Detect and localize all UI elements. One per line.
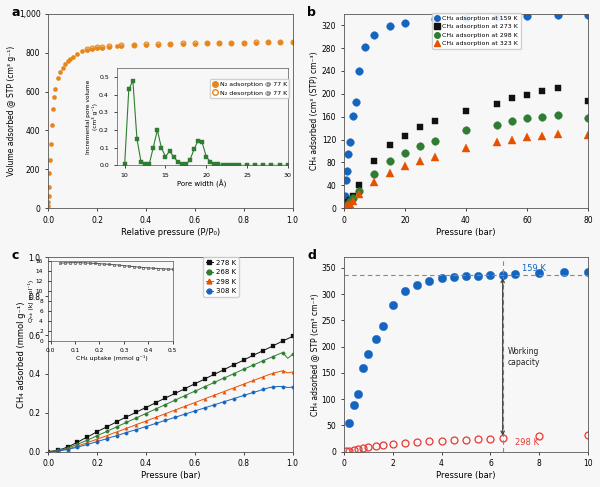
Text: 159 K: 159 K bbox=[522, 264, 546, 273]
Y-axis label: CH₄ adsorbed (mmol g⁻¹): CH₄ adsorbed (mmol g⁻¹) bbox=[17, 301, 26, 408]
Legend: N₂ adsorption @ 77 K, N₂ desorption @ 77 K: N₂ adsorption @ 77 K, N₂ desorption @ 77… bbox=[210, 79, 289, 98]
Text: a: a bbox=[11, 6, 20, 19]
Text: d: d bbox=[307, 249, 316, 262]
X-axis label: Pressure (bar): Pressure (bar) bbox=[436, 471, 496, 480]
X-axis label: Pressure (bar): Pressure (bar) bbox=[140, 471, 200, 480]
Text: 298 K: 298 K bbox=[515, 438, 539, 447]
Text: c: c bbox=[11, 249, 19, 262]
X-axis label: Relative pressure (P/P₀): Relative pressure (P/P₀) bbox=[121, 227, 220, 237]
Legend: 278 K, 268 K, 298 K, 308 K: 278 K, 268 K, 298 K, 308 K bbox=[203, 257, 239, 297]
Y-axis label: Volume adsorbed @ STP (cm³ g⁻¹): Volume adsorbed @ STP (cm³ g⁻¹) bbox=[7, 46, 16, 176]
Text: b: b bbox=[307, 6, 316, 19]
Text: Working
capacity: Working capacity bbox=[508, 347, 540, 367]
Y-axis label: CH₄ adsorbed @ STP (cm³ cm⁻³): CH₄ adsorbed @ STP (cm³ cm⁻³) bbox=[310, 293, 319, 416]
Y-axis label: CH₄ adsorbed (cm³ (STP) cm⁻³): CH₄ adsorbed (cm³ (STP) cm⁻³) bbox=[310, 52, 319, 170]
X-axis label: Pressure (bar): Pressure (bar) bbox=[436, 227, 496, 237]
Legend: CH₄ adsorption at 159 K, CH₄ adsorption at 273 K, CH₄ adsorption at 298 K, CH₄ a: CH₄ adsorption at 159 K, CH₄ adsorption … bbox=[433, 13, 521, 49]
